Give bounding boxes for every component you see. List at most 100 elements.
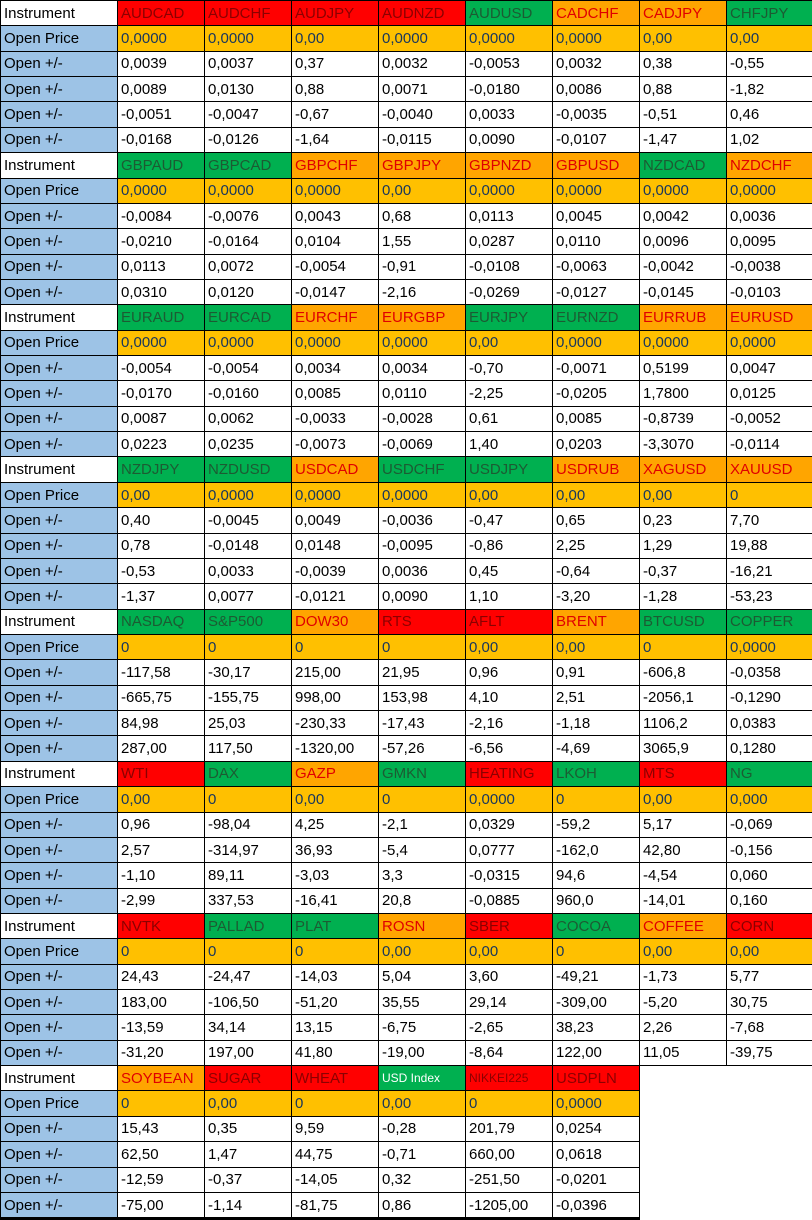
open-price-cell[interactable]: 0,00 xyxy=(292,787,379,812)
change-cell[interactable]: -0,0160 xyxy=(205,381,292,406)
open-price-cell[interactable]: 0,00 xyxy=(466,330,553,355)
change-cell[interactable]: -0,0073 xyxy=(292,432,379,457)
change-cell[interactable]: -1,47 xyxy=(640,127,727,152)
change-cell[interactable]: 215,00 xyxy=(292,660,379,685)
row-label-open-change[interactable]: Open +/- xyxy=(1,711,118,736)
change-cell[interactable]: 0,0036 xyxy=(379,558,466,583)
row-label-open-change[interactable]: Open +/- xyxy=(1,863,118,888)
change-cell[interactable]: 1,7800 xyxy=(640,381,727,406)
instrument-cell[interactable]: GBPCAD xyxy=(205,153,292,178)
row-label-open-change[interactable]: Open +/- xyxy=(1,685,118,710)
change-cell[interactable]: -4,69 xyxy=(553,736,640,761)
change-cell[interactable]: 1,02 xyxy=(727,127,812,152)
change-cell[interactable]: -665,75 xyxy=(118,685,205,710)
change-cell[interactable]: -0,156 xyxy=(727,837,812,862)
change-cell[interactable]: 84,98 xyxy=(118,711,205,736)
change-cell[interactable]: -0,0103 xyxy=(727,279,812,304)
change-cell[interactable]: -2,1 xyxy=(379,812,466,837)
instrument-cell[interactable]: EURRUB xyxy=(640,305,727,330)
change-cell[interactable]: 4,10 xyxy=(466,685,553,710)
open-price-cell[interactable]: 0,00 xyxy=(466,939,553,964)
change-cell[interactable]: 42,80 xyxy=(640,837,727,862)
change-cell[interactable]: -59,2 xyxy=(553,812,640,837)
change-cell[interactable]: 0,1280 xyxy=(727,736,812,761)
change-cell[interactable]: 0,0203 xyxy=(553,432,640,457)
instrument-cell[interactable]: S&P500 xyxy=(205,609,292,634)
change-cell[interactable]: -0,0039 xyxy=(292,558,379,583)
instrument-cell[interactable]: GMKN xyxy=(379,761,466,786)
instrument-cell[interactable]: SOYBEAN xyxy=(118,1066,205,1091)
change-cell[interactable]: 0,0148 xyxy=(292,533,379,558)
change-cell[interactable]: 0,0087 xyxy=(118,406,205,431)
instrument-cell[interactable]: EURNZD xyxy=(553,305,640,330)
open-price-cell[interactable]: 0,00 xyxy=(118,482,205,507)
instrument-cell[interactable]: GAZP xyxy=(292,761,379,786)
change-cell[interactable]: -0,53 xyxy=(118,558,205,583)
change-cell[interactable]: 0,160 xyxy=(727,888,812,913)
change-cell[interactable]: -12,59 xyxy=(118,1167,205,1192)
change-cell[interactable]: 9,59 xyxy=(292,1116,379,1141)
row-label-instrument[interactable]: Instrument xyxy=(1,913,118,938)
open-price-cell[interactable]: 0 xyxy=(118,1091,205,1116)
change-cell[interactable]: 0,0085 xyxy=(292,381,379,406)
change-cell[interactable]: 0,38 xyxy=(640,51,727,76)
instrument-cell[interactable]: BRENT xyxy=(553,609,640,634)
instrument-cell[interactable]: AFLT xyxy=(466,609,553,634)
change-cell[interactable]: -106,50 xyxy=(205,990,292,1015)
open-price-cell[interactable]: 0,00 xyxy=(292,26,379,51)
change-cell[interactable]: -0,0047 xyxy=(205,102,292,127)
change-cell[interactable]: -39,75 xyxy=(727,1040,812,1065)
row-label-open-change[interactable]: Open +/- xyxy=(1,381,118,406)
row-label-instrument[interactable]: Instrument xyxy=(1,761,118,786)
change-cell[interactable]: 0,0086 xyxy=(553,77,640,102)
change-cell[interactable]: 0,0125 xyxy=(727,381,812,406)
change-cell[interactable]: 29,14 xyxy=(466,990,553,1015)
change-cell[interactable]: 0,0077 xyxy=(205,584,292,609)
open-price-cell[interactable]: 0 xyxy=(640,634,727,659)
open-price-cell[interactable]: 0,0000 xyxy=(640,330,727,355)
change-cell[interactable]: -0,0035 xyxy=(553,102,640,127)
change-cell[interactable]: 0,0096 xyxy=(640,229,727,254)
open-price-cell[interactable]: 0,0000 xyxy=(553,330,640,355)
change-cell[interactable]: -3,03 xyxy=(292,863,379,888)
change-cell[interactable]: 4,25 xyxy=(292,812,379,837)
open-price-cell[interactable]: 0,00 xyxy=(466,634,553,659)
change-cell[interactable]: -0,0054 xyxy=(292,254,379,279)
change-cell[interactable]: -0,0054 xyxy=(118,356,205,381)
change-cell[interactable]: -19,00 xyxy=(379,1040,466,1065)
change-cell[interactable]: 0,0090 xyxy=(379,584,466,609)
change-cell[interactable]: -0,0358 xyxy=(727,660,812,685)
change-cell[interactable]: 0,0033 xyxy=(466,102,553,127)
change-cell[interactable]: 0,0113 xyxy=(466,203,553,228)
open-price-cell[interactable]: 0,00 xyxy=(553,634,640,659)
change-cell[interactable]: -2,99 xyxy=(118,888,205,913)
change-cell[interactable]: -0,0095 xyxy=(379,533,466,558)
row-label-open-change[interactable]: Open +/- xyxy=(1,1142,118,1167)
open-price-cell[interactable]: 0,0000 xyxy=(640,178,727,203)
change-cell[interactable]: 2,51 xyxy=(553,685,640,710)
change-cell[interactable]: 153,98 xyxy=(379,685,466,710)
instrument-cell[interactable]: LKOH xyxy=(553,761,640,786)
change-cell[interactable]: -0,0045 xyxy=(205,508,292,533)
instrument-cell[interactable]: AUDCHF xyxy=(205,1,292,26)
change-cell[interactable]: 44,75 xyxy=(292,1142,379,1167)
change-cell[interactable]: -0,47 xyxy=(466,508,553,533)
change-cell[interactable]: -24,47 xyxy=(205,964,292,989)
change-cell[interactable]: -49,21 xyxy=(553,964,640,989)
open-price-cell[interactable]: 0,00 xyxy=(640,787,727,812)
open-price-cell[interactable]: 0,00 xyxy=(640,482,727,507)
open-price-cell[interactable]: 0,00 xyxy=(379,939,466,964)
instrument-cell[interactable]: EURJPY xyxy=(466,305,553,330)
change-cell[interactable]: -6,75 xyxy=(379,1015,466,1040)
change-cell[interactable]: -0,0069 xyxy=(379,432,466,457)
change-cell[interactable]: -2,16 xyxy=(379,279,466,304)
change-cell[interactable]: 0,96 xyxy=(466,660,553,685)
change-cell[interactable]: 201,79 xyxy=(466,1116,553,1141)
instrument-cell[interactable]: AUDUSD xyxy=(466,1,553,26)
instrument-cell[interactable]: EURCHF xyxy=(292,305,379,330)
change-cell[interactable]: 2,57 xyxy=(118,837,205,862)
change-cell[interactable]: 0,0034 xyxy=(292,356,379,381)
open-price-cell[interactable]: 0,00 xyxy=(379,1091,466,1116)
row-label-open-change[interactable]: Open +/- xyxy=(1,406,118,431)
row-label-open-change[interactable]: Open +/- xyxy=(1,356,118,381)
